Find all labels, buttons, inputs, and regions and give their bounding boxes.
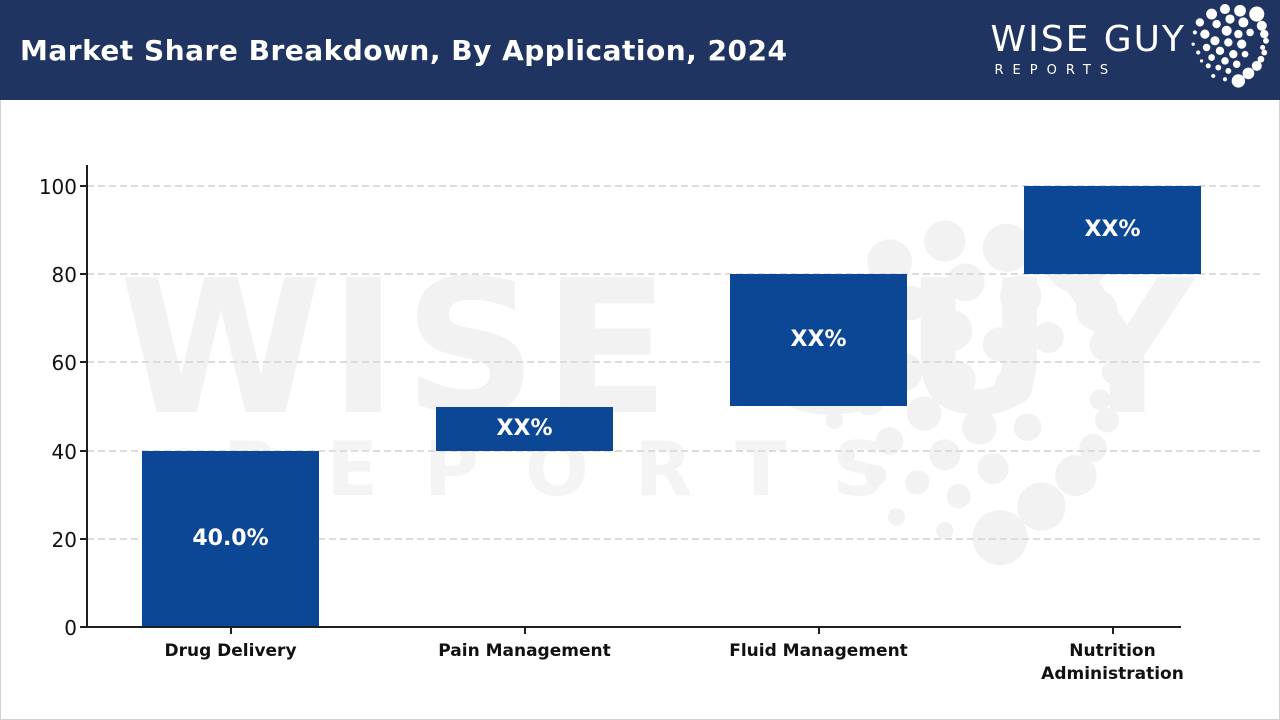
- chart-area: WISE GUY REPORTS 0 20 40 60 80 100 40.0% Drug D…: [0, 100, 1280, 720]
- x-category-label-drug-delivery: Drug Delivery: [164, 641, 297, 661]
- gridline: [87, 361, 1261, 364]
- watermark-wordmark: WISE GUY: [119, 240, 1200, 456]
- gridline: [87, 185, 1261, 187]
- logo-text: WISE GUY REPORTS: [990, 19, 1187, 79]
- y-tick: [80, 626, 87, 628]
- logo-wordmark: WISE GUY: [990, 19, 1186, 60]
- x-axis-line: [86, 626, 1181, 628]
- bar-pain-management: XX%: [436, 406, 613, 451]
- y-tick: [80, 537, 87, 540]
- y-tick-label: 40: [51, 439, 77, 464]
- x-tick: [229, 627, 232, 634]
- y-axis-line: [86, 165, 88, 628]
- bar-value-label: XX%: [496, 415, 553, 441]
- logo-subtext: REPORTS: [994, 63, 1118, 78]
- gridline: [87, 273, 1261, 276]
- wise-guy-logo: WISE GUY REPORTS: [991, 0, 1273, 100]
- bar-nutrition-administration: XX%: [1024, 186, 1201, 275]
- bar-value-label: XX%: [1084, 217, 1141, 243]
- y-tick: [80, 185, 87, 187]
- x-tick: [1111, 627, 1114, 634]
- y-tick: [80, 361, 87, 364]
- x-category-label-pain-management: Pain Management: [438, 641, 611, 661]
- x-tick: [817, 627, 820, 634]
- bar-value-label: XX%: [790, 327, 847, 353]
- y-tick-label: 80: [51, 263, 77, 288]
- y-tick-label: 0: [64, 616, 77, 640]
- gridline: [87, 449, 1261, 452]
- y-tick: [80, 449, 87, 452]
- x-tick: [523, 627, 526, 634]
- bar-fluid-management: XX%: [730, 274, 907, 407]
- bar-value-label: 40.0%: [192, 525, 269, 551]
- gridline: [87, 537, 1261, 540]
- logo-head-dots-icon: [1191, 4, 1269, 88]
- y-tick-label: 60: [51, 351, 77, 376]
- x-category-label-fluid-management: Fluid Management: [729, 641, 908, 661]
- x-category-label-nutrition-administration: Nutrition Administration: [1041, 641, 1184, 684]
- header-bar: Market Share Breakdown, By Application, …: [0, 0, 1280, 100]
- page-title: Market Share Breakdown, By Application, …: [20, 33, 788, 67]
- bar-drug-delivery: 40.0%: [142, 450, 319, 627]
- y-tick-label: 20: [51, 527, 77, 552]
- y-tick: [80, 273, 87, 276]
- y-tick-label: 100: [38, 175, 77, 199]
